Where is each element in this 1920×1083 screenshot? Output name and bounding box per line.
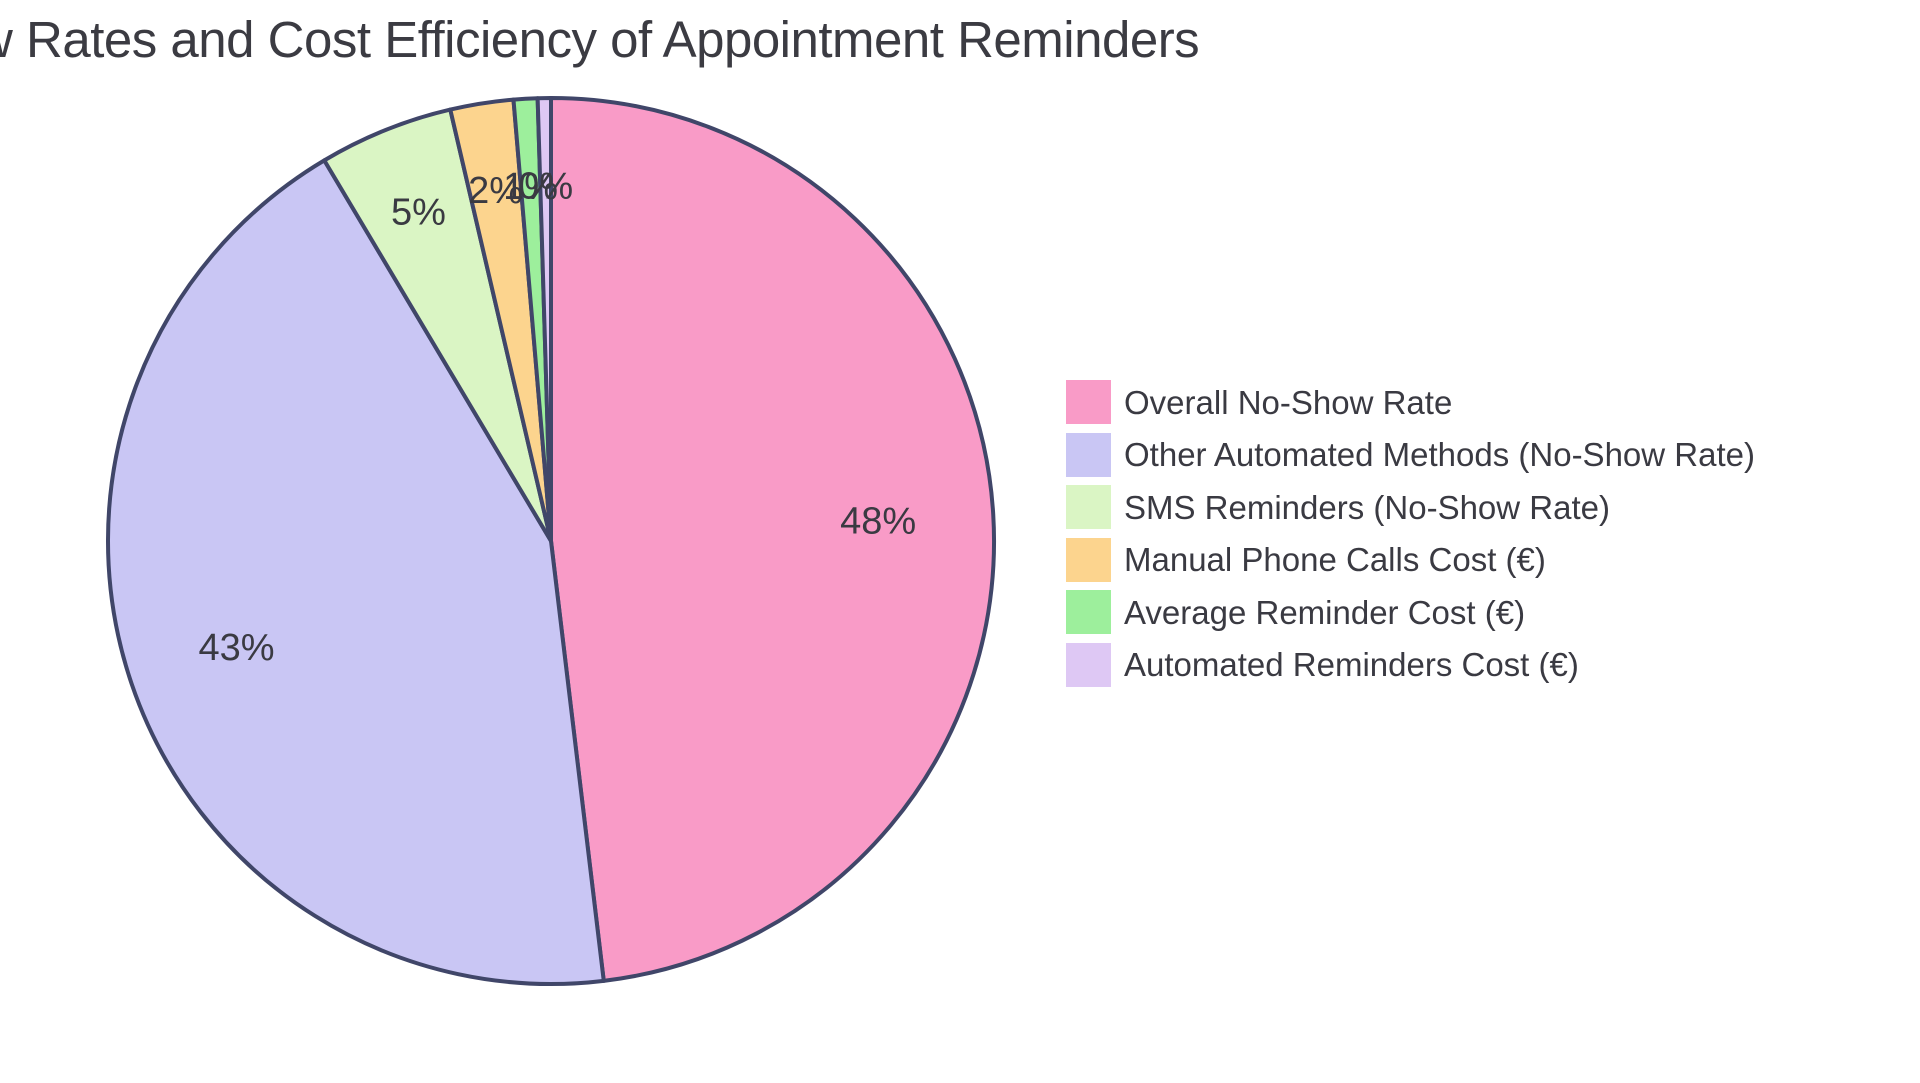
legend-item[interactable]: Average Reminder Cost (€) xyxy=(1066,590,1755,634)
legend-label: Manual Phone Calls Cost (€) xyxy=(1124,541,1546,578)
legend-item[interactable]: Automated Reminders Cost (€) xyxy=(1066,642,1755,687)
legend-swatch xyxy=(1066,380,1111,424)
legend: Overall No-Show Rate Other Automated Meth… xyxy=(1066,380,1755,695)
slice-percent-label: 1% xyxy=(503,166,558,208)
pie-slice[interactable] xyxy=(549,96,997,983)
legend-label: Other Automated Methods (No-Show Rate) xyxy=(1124,436,1755,473)
slice-percent-label: 2% xyxy=(468,170,523,212)
legend-label: Automated Reminders Cost (€) xyxy=(1124,646,1579,683)
slice-percent-label: 43% xyxy=(198,627,274,669)
slice-percent-label: 0% xyxy=(518,166,573,208)
legend-item[interactable]: Manual Phone Calls Cost (€) xyxy=(1066,537,1755,582)
legend-label: Overall No-Show Rate xyxy=(1124,383,1453,421)
legend-swatch xyxy=(1066,485,1111,529)
legend-label: Average Reminder Cost (€) xyxy=(1124,593,1526,631)
legend-swatch xyxy=(1066,432,1111,477)
pie-labels-group: 48% 43% 5% 2%1%0% xyxy=(198,166,916,669)
pie-slice[interactable] xyxy=(106,158,606,987)
pie-slice[interactable] xyxy=(535,95,553,543)
legend-swatch xyxy=(1066,642,1111,687)
legend-swatch xyxy=(1066,537,1111,582)
legend-item[interactable]: Other Automated Methods (No-Show Rate) xyxy=(1066,432,1755,477)
legend-item[interactable]: SMS Reminders (No-Show Rate) xyxy=(1066,485,1755,529)
slice-percent-label: 5% xyxy=(391,191,446,233)
pie-slices-group xyxy=(106,95,997,987)
slice-percent-label: 48% xyxy=(840,500,916,542)
legend-item[interactable]: Overall No-Show Rate xyxy=(1066,380,1755,424)
legend-swatch xyxy=(1066,590,1111,634)
chart-title: w Rates and Cost Efficiency of Appointme… xyxy=(0,11,1200,68)
legend-label: SMS Reminders (No-Show Rate) xyxy=(1124,488,1610,526)
